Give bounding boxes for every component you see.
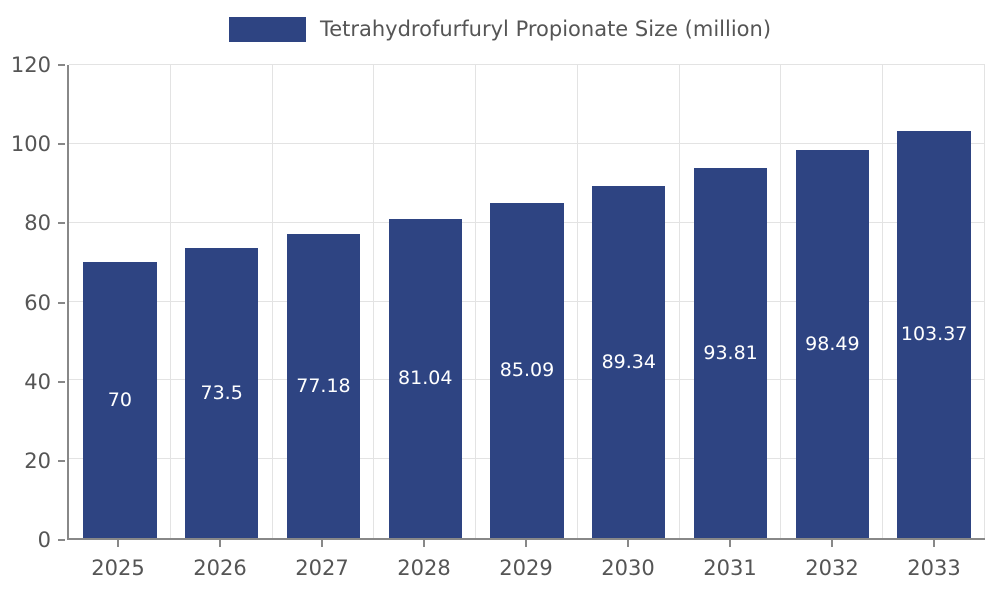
bar-cell: 103.37 [883, 65, 985, 538]
gridline-vertical [475, 65, 477, 538]
plot-area: 70 73.5 77.18 81.04 85.09 89.34 93.81 98.49 103.… [67, 64, 985, 540]
x-tick-label: 2028 [397, 556, 451, 580]
y-tick-mark [58, 539, 65, 541]
y-tick-mark [58, 459, 65, 462]
bar-2031: 93.81 [693, 168, 768, 538]
x-tick-label: 2025 [91, 556, 145, 580]
x-tick-label: 2029 [499, 556, 553, 580]
bar-cell: 85.09 [476, 65, 578, 538]
bar-value-label: 98.49 [805, 332, 860, 355]
x-tick-mark [933, 540, 935, 547]
bar-2028: 81.04 [388, 218, 462, 538]
y-tick-mark [58, 64, 65, 66]
bar-cell: 81.04 [374, 65, 476, 538]
bar-2030: 89.34 [592, 185, 666, 538]
bar-2032: 98.49 [795, 149, 869, 538]
bar-value-label: 85.09 [499, 359, 555, 382]
bar-2033: 103.37 [897, 130, 971, 538]
y-tick-label: 120 [10, 53, 51, 77]
chart-legend: Tetrahydrofurfuryl Propionate Size (mill… [0, 14, 1000, 44]
x-tick-mark [321, 540, 323, 547]
y-tick-label: 20 [24, 448, 51, 473]
bar-2029: 85.09 [490, 202, 564, 538]
bar-2027: 77.18 [286, 233, 361, 538]
bar-2026: 73.5 [185, 248, 259, 538]
y-tick-mark [58, 222, 65, 225]
bar-cell: 98.49 [781, 65, 883, 538]
legend-label: Tetrahydrofurfuryl Propionate Size (mill… [319, 17, 772, 41]
y-tick-label: 60 [24, 290, 51, 315]
bar-value-label: 81.04 [398, 367, 453, 390]
y-tick-label: 0 [37, 528, 51, 552]
x-tick-label: 2033 [907, 556, 961, 580]
bar-value-label: 70 [107, 389, 132, 412]
gridline-vertical [169, 65, 171, 538]
x-tick-mark [831, 540, 833, 547]
bar-value-label: 89.34 [601, 350, 656, 373]
gridline-vertical [780, 65, 782, 538]
bar-value-label: 93.81 [703, 342, 758, 365]
bar-value-label: 77.18 [296, 374, 351, 397]
x-axis: 2025 2026 2027 2028 2029 2030 2031 2032 2033 [67, 540, 985, 588]
gridline-vertical [678, 65, 680, 538]
bar-cell: 73.5 [171, 65, 273, 538]
y-axis: 0 20 40 60 80 100 120 [0, 53, 65, 552]
gridline-vertical [984, 65, 985, 538]
y-tick-mark [58, 380, 65, 383]
bars-container: 70 73.5 77.18 81.04 85.09 89.34 93.81 98.49 103.… [69, 65, 985, 538]
y-tick-label: 80 [24, 211, 51, 236]
gridline-vertical [882, 65, 884, 538]
gridline-vertical [271, 65, 273, 538]
x-tick-label: 2031 [703, 556, 757, 580]
x-tick-mark [627, 540, 629, 547]
x-tick-label: 2030 [601, 556, 655, 580]
x-tick-label: 2026 [193, 556, 247, 580]
y-tick-mark [58, 143, 65, 146]
x-tick-label: 2032 [805, 556, 859, 580]
gridline-horizontal [69, 142, 985, 144]
x-tick-mark [729, 540, 731, 547]
bar-cell: 70 [69, 65, 171, 538]
y-tick-label: 40 [24, 369, 51, 394]
bar-cell: 89.34 [578, 65, 680, 538]
y-tick-mark [58, 301, 65, 304]
gridline-vertical [373, 65, 375, 538]
bar-2025: 70 [83, 262, 157, 538]
x-tick-label: 2027 [295, 556, 349, 580]
bar-cell: 93.81 [680, 65, 782, 538]
legend-swatch [228, 16, 306, 42]
bar-cell: 77.18 [273, 65, 375, 538]
bar-value-label: 73.5 [200, 382, 243, 405]
x-tick-mark [117, 540, 119, 547]
gridline-vertical [576, 65, 578, 538]
x-tick-mark [423, 540, 425, 547]
y-tick-label: 100 [10, 132, 51, 157]
bar-value-label: 103.37 [900, 323, 968, 346]
gridline-horizontal [69, 64, 985, 65]
x-tick-mark [525, 540, 527, 547]
x-tick-mark [218, 540, 221, 547]
